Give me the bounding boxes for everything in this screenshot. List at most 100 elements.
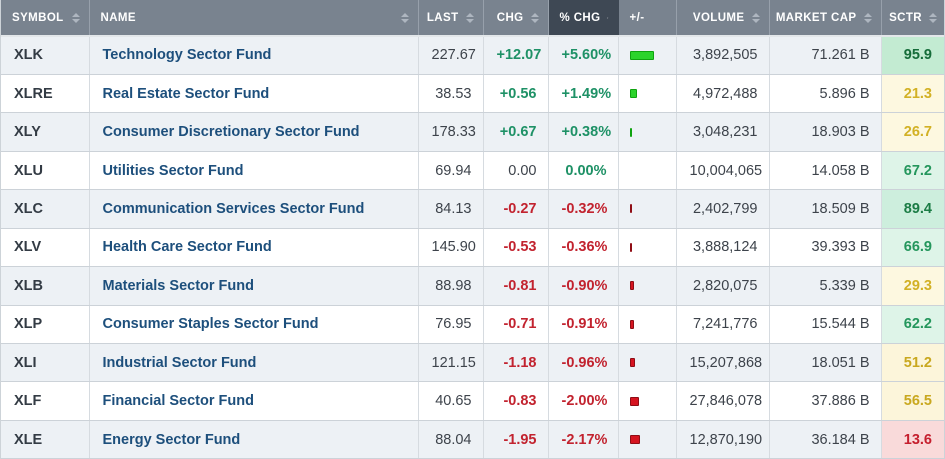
change-bar-cell: [618, 74, 677, 114]
last-cell: 69.94: [418, 151, 484, 191]
chg-cell: -0.27: [483, 189, 549, 229]
volume-cell: 3,888,124: [676, 228, 770, 268]
pct-chg-cell: -0.90%: [548, 266, 619, 306]
change-bar-cell: [618, 112, 677, 152]
column-header-market_cap[interactable]: MARKET CAP: [769, 0, 882, 37]
name-cell: Communication Services Sector Fund: [89, 189, 419, 229]
chg-cell: 0.00: [483, 151, 549, 191]
fund-name-link[interactable]: Technology Sector Fund: [102, 47, 272, 64]
table-header-row: SYMBOL NAME LAST CHG % CHG +/- VOLUME MARKET CA…: [1, 0, 944, 37]
fund-name-link[interactable]: Utilities Sector Fund: [102, 162, 244, 179]
sctr-cell: 62.2: [881, 305, 944, 345]
column-label: SCTR: [889, 11, 922, 24]
change-bar: [629, 50, 654, 60]
market-cap-cell: 18.903 B: [769, 112, 882, 152]
table-row: XLC Communication Services Sector Fund 84.…: [1, 189, 944, 229]
change-bar-cell: [618, 420, 677, 459]
change-bar-cell: [618, 36, 677, 75]
last-cell: 84.13: [418, 189, 484, 229]
column-header-pct_chg[interactable]: % CHG: [548, 0, 619, 37]
table-row: XLF Financial Sector Fund 40.65 -0.83 -2.00%…: [1, 381, 944, 421]
change-bar-cell: [618, 343, 677, 383]
column-label: MARKET CAP: [775, 11, 857, 24]
sctr-cell: 13.6: [881, 420, 944, 459]
last-cell: 88.98: [418, 266, 484, 306]
table-row: XLE Energy Sector Fund 88.04 -1.95 -2.17% 12,…: [1, 420, 944, 459]
fund-name-link[interactable]: Consumer Discretionary Sector Fund: [102, 124, 360, 141]
market-cap-cell: 18.509 B: [769, 189, 882, 229]
last-cell: 145.90: [418, 228, 484, 268]
sctr-cell: 29.3: [881, 266, 944, 306]
pct-chg-cell: +5.60%: [548, 36, 619, 75]
symbol-cell: XLP: [1, 305, 90, 345]
change-bar: [629, 127, 632, 137]
column-header-chg[interactable]: CHG: [483, 0, 549, 37]
chg-cell: -0.81: [483, 266, 549, 306]
name-cell: Industrial Sector Fund: [89, 343, 419, 383]
table-row: XLI Industrial Sector Fund 121.15 -1.18 -0.9…: [1, 343, 944, 383]
name-cell: Health Care Sector Fund: [89, 228, 419, 268]
last-cell: 38.53: [418, 74, 484, 114]
pct-chg-cell: +1.49%: [548, 74, 619, 114]
volume-cell: 2,820,075: [676, 266, 770, 306]
column-header-bar: +/-: [618, 0, 677, 37]
volume-cell: 15,207,868: [676, 343, 770, 383]
sort-updown-icon: [530, 12, 539, 23]
pct-chg-cell: -0.91%: [548, 305, 619, 345]
fund-name-link[interactable]: Materials Sector Fund: [102, 277, 254, 294]
volume-cell: 7,241,776: [676, 305, 770, 345]
name-cell: Real Estate Sector Fund: [89, 74, 419, 114]
sort-updown-icon: [71, 12, 80, 23]
sort-updown-icon: [863, 12, 872, 23]
fund-name-link[interactable]: Financial Sector Fund: [102, 393, 254, 410]
column-header-sctr[interactable]: SCTR: [881, 0, 944, 37]
change-bar-cell: [618, 228, 677, 268]
fund-name-link[interactable]: Real Estate Sector Fund: [102, 85, 270, 102]
volume-cell: 27,846,078: [676, 381, 770, 421]
name-cell: Financial Sector Fund: [89, 381, 419, 421]
fund-name-link[interactable]: Communication Services Sector Fund: [102, 200, 365, 217]
sctr-cell: 66.9: [881, 228, 944, 268]
table-row: XLB Materials Sector Fund 88.98 -0.81 -0.90%…: [1, 266, 944, 306]
last-cell: 40.65: [418, 381, 484, 421]
market-cap-cell: 5.339 B: [769, 266, 882, 306]
chg-cell: -1.18: [483, 343, 549, 383]
market-cap-cell: 71.261 B: [769, 36, 882, 75]
market-cap-cell: 37.886 B: [769, 381, 882, 421]
table-row: XLRE Real Estate Sector Fund 38.53 +0.56 +1.…: [1, 74, 944, 114]
market-cap-cell: 18.051 B: [769, 343, 882, 383]
change-bar-cell: [618, 151, 677, 191]
volume-cell: 2,402,799: [676, 189, 770, 229]
fund-name-link[interactable]: Health Care Sector Fund: [102, 239, 272, 256]
name-cell: Utilities Sector Fund: [89, 151, 419, 191]
chg-cell: -0.71: [483, 305, 549, 345]
symbol-cell: XLK: [1, 36, 90, 75]
column-label: SYMBOL: [12, 11, 64, 24]
name-cell: Technology Sector Fund: [89, 36, 419, 75]
fund-name-link[interactable]: Energy Sector Fund: [102, 431, 241, 448]
change-bar: [629, 89, 637, 99]
market-cap-cell: 36.184 B: [769, 420, 882, 459]
column-header-last[interactable]: LAST: [418, 0, 484, 37]
last-cell: 178.33: [418, 112, 484, 152]
column-header-volume[interactable]: VOLUME: [676, 0, 770, 37]
change-bar-cell: [618, 381, 677, 421]
column-header-name[interactable]: NAME: [89, 0, 419, 37]
fund-name-link[interactable]: Consumer Staples Sector Fund: [102, 316, 319, 333]
change-bar: [629, 281, 634, 291]
change-bar-cell: [618, 266, 677, 306]
sctr-cell: 26.7: [881, 112, 944, 152]
chg-cell: +0.56: [483, 74, 549, 114]
pct-chg-cell: -2.00%: [548, 381, 619, 421]
pct-chg-cell: -2.17%: [548, 420, 619, 459]
chg-cell: +0.67: [483, 112, 549, 152]
last-cell: 227.67: [418, 36, 484, 75]
fund-name-link[interactable]: Industrial Sector Fund: [102, 354, 257, 371]
volume-cell: 4,972,488: [676, 74, 770, 114]
column-header-symbol[interactable]: SYMBOL: [1, 0, 90, 37]
sctr-cell: 51.2: [881, 343, 944, 383]
pct-chg-cell: -0.36%: [548, 228, 619, 268]
symbol-cell: XLB: [1, 266, 90, 306]
name-cell: Energy Sector Fund: [89, 420, 419, 459]
